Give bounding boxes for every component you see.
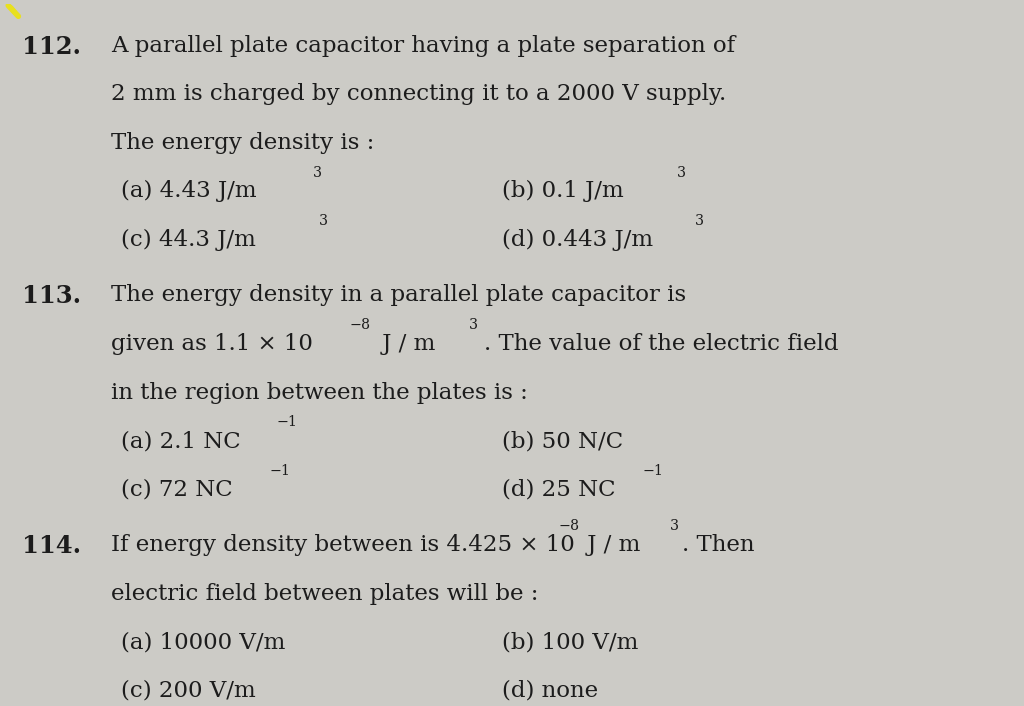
Text: 3: 3 [670, 520, 679, 533]
Text: The energy density is :: The energy density is : [111, 132, 374, 154]
Text: (c) 200 V/m: (c) 200 V/m [121, 680, 256, 702]
Text: (c) 72 NC: (c) 72 NC [121, 479, 232, 501]
Text: (b) 50 N/C: (b) 50 N/C [502, 430, 623, 452]
Text: (d) 25 NC: (d) 25 NC [502, 479, 615, 501]
Text: If energy density between is 4.425 × 10: If energy density between is 4.425 × 10 [111, 534, 574, 556]
Text: −1: −1 [642, 464, 663, 478]
Text: −1: −1 [276, 415, 297, 429]
Text: 113.: 113. [23, 285, 82, 309]
Text: (d) 0.443 J/m: (d) 0.443 J/m [502, 229, 653, 251]
Text: −8: −8 [559, 520, 580, 533]
Text: 3: 3 [695, 214, 703, 228]
Text: The energy density in a parallel plate capacitor is: The energy density in a parallel plate c… [111, 285, 686, 306]
Text: (a) 2.1 NC: (a) 2.1 NC [121, 430, 241, 452]
Text: given as 1.1 × 10: given as 1.1 × 10 [111, 333, 312, 355]
Text: 2 mm is charged by connecting it to a 2000 V supply.: 2 mm is charged by connecting it to a 20… [111, 83, 726, 105]
Text: in the region between the plates is :: in the region between the plates is : [111, 381, 527, 404]
Text: A parallel plate capacitor having a plate separation of: A parallel plate capacitor having a plat… [111, 35, 735, 56]
Text: 3: 3 [469, 318, 478, 332]
Text: (c) 44.3 J/m: (c) 44.3 J/m [121, 229, 256, 251]
Text: (b) 0.1 J/m: (b) 0.1 J/m [502, 180, 624, 203]
Text: −1: −1 [269, 464, 290, 478]
Text: J / m: J / m [580, 534, 640, 556]
Text: 3: 3 [313, 165, 322, 179]
Text: electric field between plates will be :: electric field between plates will be : [111, 582, 539, 605]
Text: (a) 10000 V/m: (a) 10000 V/m [121, 631, 286, 653]
Text: (b) 100 V/m: (b) 100 V/m [502, 631, 638, 653]
Text: J / m: J / m [375, 333, 435, 355]
Text: (d) none: (d) none [502, 680, 598, 702]
Text: . The value of the electric field: . The value of the electric field [483, 333, 838, 355]
Text: −8: −8 [349, 318, 371, 332]
Text: 114.: 114. [23, 534, 82, 558]
Text: . Then: . Then [682, 534, 754, 556]
Text: (a) 4.43 J/m: (a) 4.43 J/m [121, 180, 257, 203]
Text: 112.: 112. [23, 35, 82, 59]
Text: 3: 3 [319, 214, 328, 228]
Text: 3: 3 [677, 165, 685, 179]
